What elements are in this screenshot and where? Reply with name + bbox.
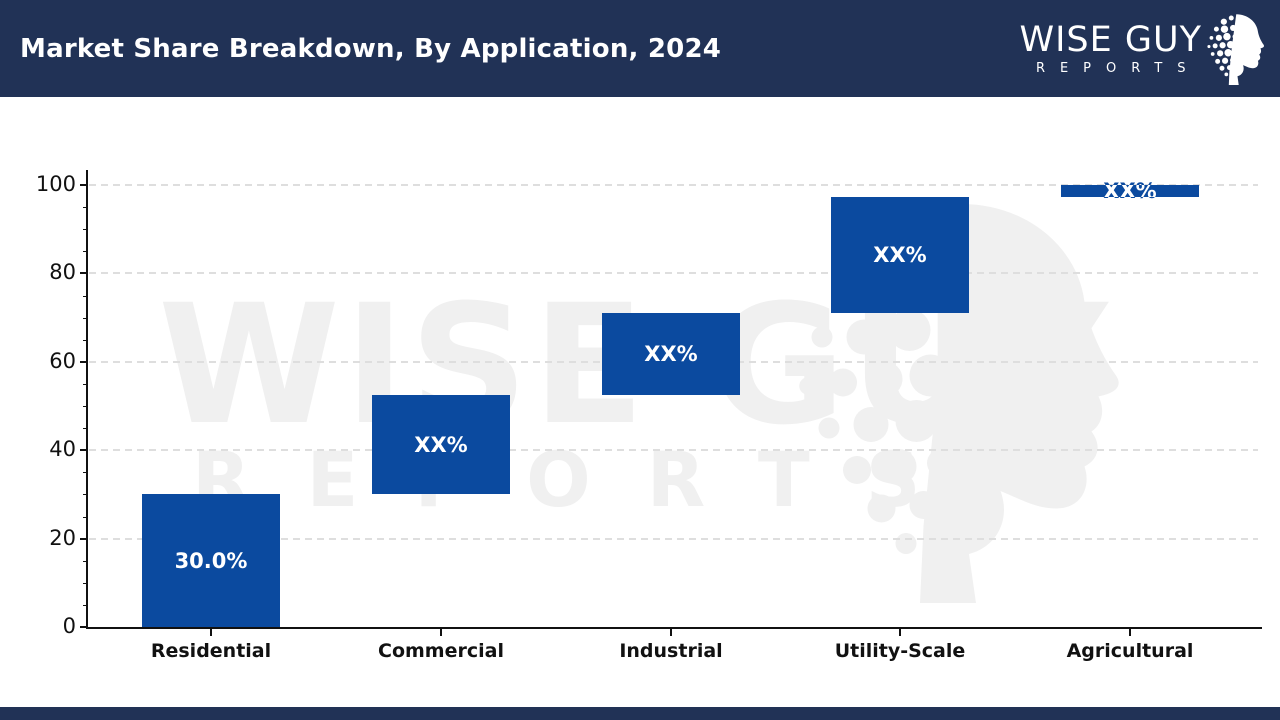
x-category-label: Industrial	[619, 640, 723, 662]
bar-rect: XX%	[831, 197, 969, 313]
gridline-y-20	[89, 538, 1258, 540]
y-minor-tick	[83, 494, 87, 495]
bar-value-label: XX%	[1103, 185, 1157, 197]
y-minor-tick	[83, 296, 87, 297]
y-tick-label: 0	[62, 614, 76, 638]
bar-rect: XX%	[1061, 185, 1199, 197]
x-tick-3	[899, 629, 901, 636]
y-minor-tick	[83, 605, 87, 606]
bar-value-label: XX%	[644, 342, 698, 366]
bar-agricultural: XX%XX%	[1061, 179, 1199, 203]
y-tick-100	[80, 184, 87, 186]
y-tick-60	[80, 361, 87, 363]
bar-utility-scale: XX%XX%	[831, 197, 969, 313]
y-tick-20	[80, 538, 87, 540]
y-tick-40	[80, 449, 87, 451]
y-minor-tick	[83, 561, 87, 562]
watermark-subtitle: REPORTS	[192, 435, 977, 524]
y-minor-tick	[83, 207, 87, 208]
x-tick-4	[1129, 629, 1131, 636]
y-minor-tick	[83, 340, 87, 341]
x-tick-1	[440, 629, 442, 636]
gridline-y-80	[89, 272, 1258, 274]
x-tick-0	[210, 629, 212, 636]
y-tick-80	[80, 272, 87, 274]
y-minor-tick	[83, 517, 87, 518]
y-minor-tick	[83, 384, 87, 385]
chart-title: Market Share Breakdown, By Application, …	[20, 33, 722, 64]
bar-rect: XX%	[602, 313, 740, 395]
x-category-label: Residential	[150, 640, 272, 662]
logo-wordmark: WISE GUY	[1019, 19, 1202, 60]
bar-value-label: XX%	[414, 432, 468, 457]
y-tick-label: 20	[49, 526, 76, 550]
bar-industrial: XX%XX%	[602, 313, 740, 395]
y-minor-tick	[83, 406, 87, 407]
bar-value-label: XX%	[873, 243, 927, 267]
header-bar: Market Share Breakdown, By Application, …	[0, 0, 1280, 97]
y-minor-tick	[83, 428, 87, 429]
y-tick-label: 80	[49, 260, 76, 284]
y-minor-tick	[83, 318, 87, 319]
x-category-label: Agricultural	[1066, 640, 1194, 662]
logo-subtitle: REPORTS	[1035, 60, 1201, 76]
bar-value-label: 30.0%	[174, 548, 248, 573]
bar-residential: 30.0%30.0%	[142, 494, 280, 627]
y-minor-tick	[83, 472, 87, 473]
gridline-y-40	[89, 449, 1258, 451]
y-minor-tick	[83, 251, 87, 252]
y-axis-line	[86, 170, 88, 629]
bar-rect: 30.0%	[142, 494, 280, 627]
footer-bar	[0, 707, 1280, 720]
y-tick-label: 60	[49, 349, 76, 373]
bar-rect: XX%	[372, 395, 510, 494]
y-minor-tick	[83, 583, 87, 584]
bar-commercial: XX%XX%	[372, 395, 510, 494]
y-tick-label: 100	[35, 172, 76, 196]
y-tick-label: 40	[49, 437, 76, 461]
x-category-label: Commercial	[378, 640, 504, 662]
x-category-label: Utility-Scale	[834, 640, 966, 662]
x-tick-2	[670, 629, 672, 636]
x-axis-line	[86, 627, 1262, 629]
wiseguy-logo-text: WISE GUY REPORTS	[1019, 19, 1202, 76]
y-tick-0	[80, 626, 87, 628]
wiseguy-logo: WISE GUY REPORTS	[1019, 11, 1280, 87]
y-minor-tick	[83, 229, 87, 230]
gridline-y-100	[89, 184, 1258, 186]
